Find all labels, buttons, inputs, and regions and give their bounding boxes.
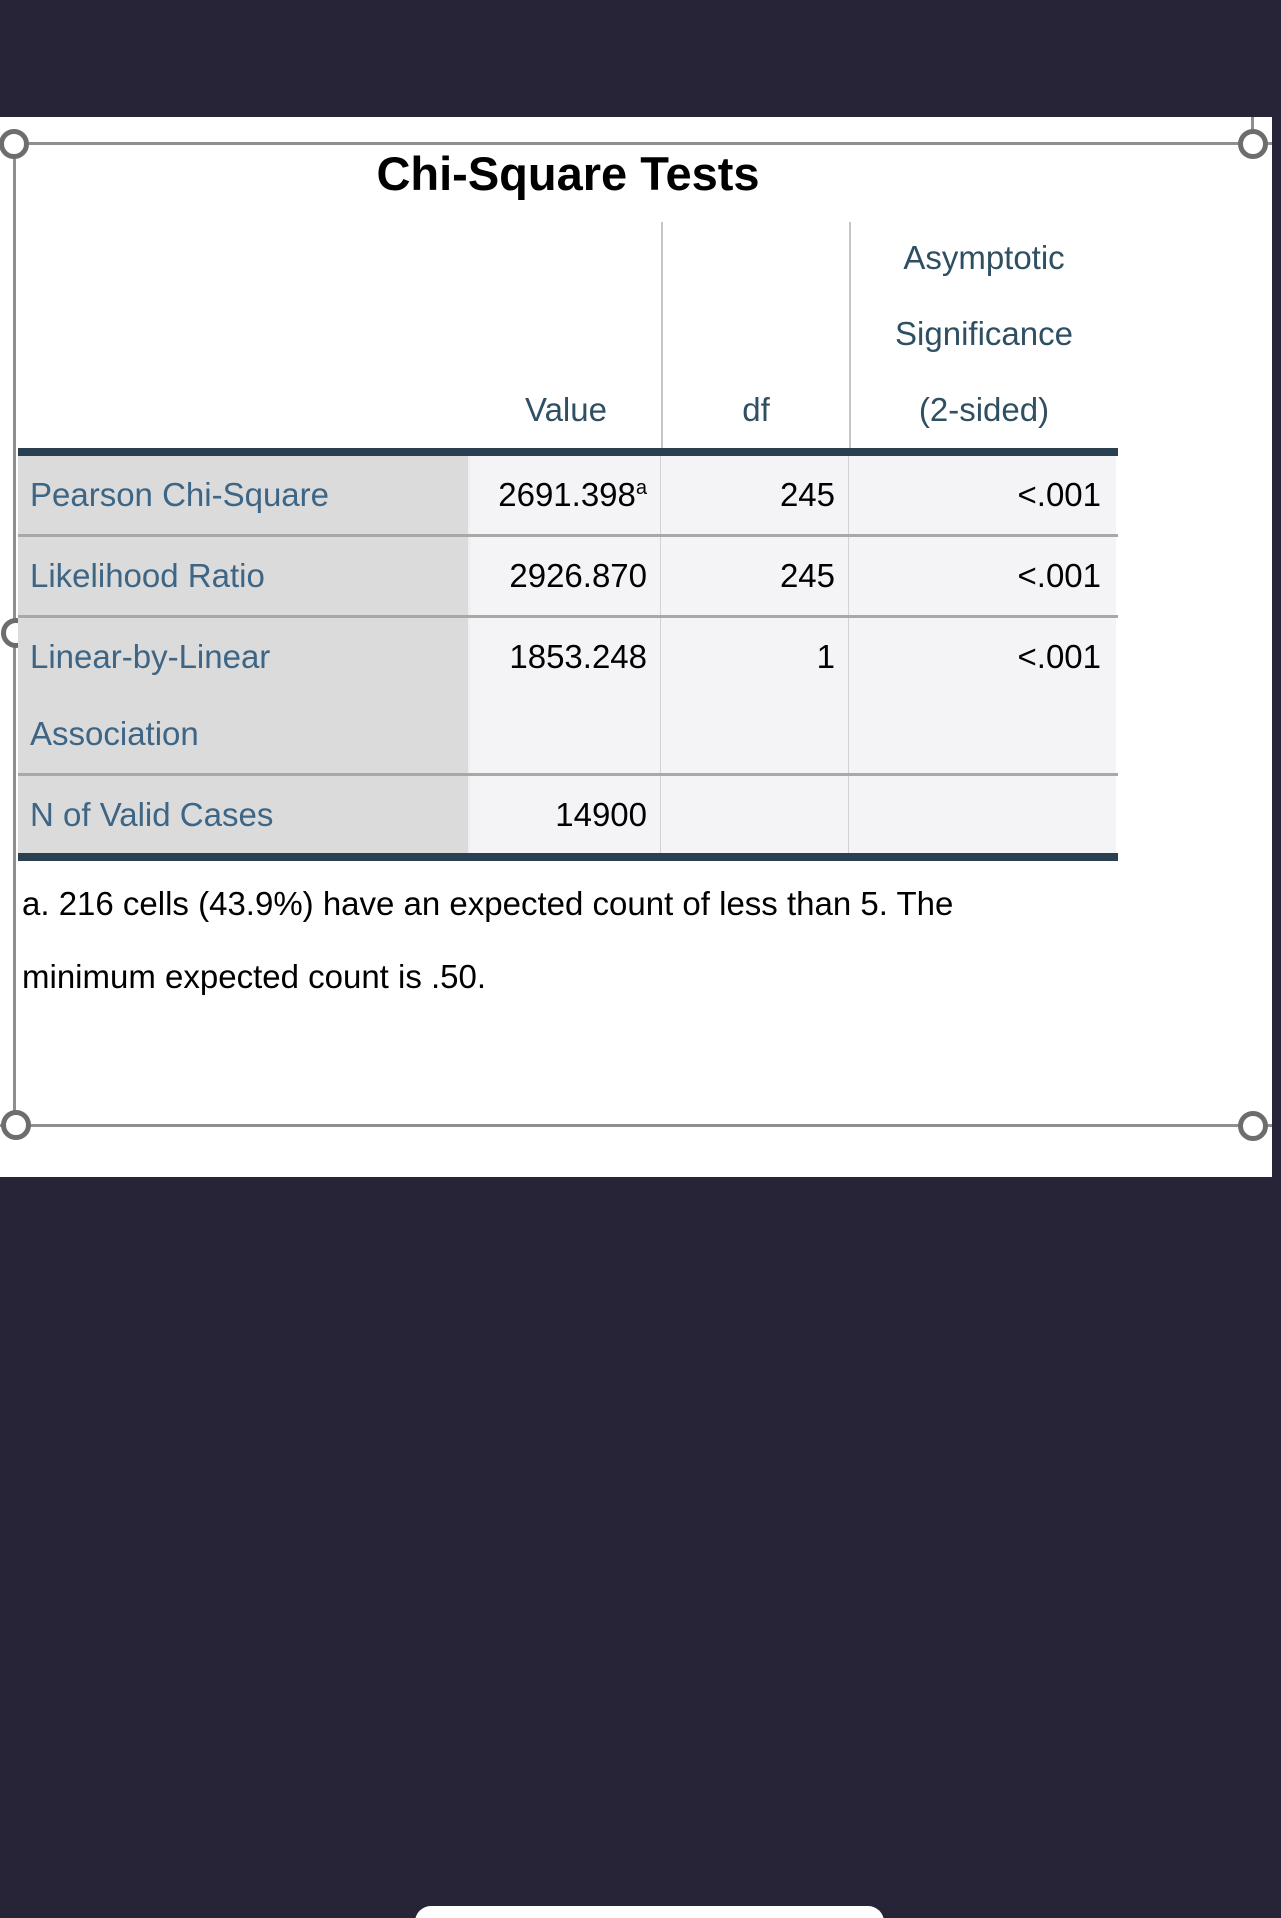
- row-label: Likelihood Ratio: [18, 537, 470, 615]
- column-header-significance-line: (2-sided): [918, 391, 1050, 428]
- selection-handle-bottom-right[interactable]: [1238, 1111, 1268, 1141]
- column-header-significance-line: Asymptotic: [903, 239, 1065, 276]
- row-label-text: Pearson Chi-Square: [30, 476, 329, 513]
- cell-significance: [848, 776, 1116, 853]
- column-header-significance: Asymptotic Significance (2-sided): [850, 220, 1118, 448]
- table-row: N of Valid Cases 14900: [18, 776, 1118, 853]
- row-separator: [18, 534, 1118, 537]
- selection-handle-top-left[interactable]: [0, 129, 29, 159]
- table-title: Chi-Square Tests: [376, 147, 760, 200]
- table-rule-top: [18, 448, 1118, 456]
- header-column-separator: [661, 222, 663, 448]
- cell-value-text: 2691.398: [498, 476, 636, 513]
- table-footnote-line: minimum expected count is .50.: [22, 958, 487, 995]
- row-label: Linear-by-Linear Association: [18, 618, 470, 773]
- table-row: Likelihood Ratio 2926.870 245 <.001: [18, 537, 1118, 615]
- column-header-significance-line: Significance: [895, 315, 1073, 352]
- table-footnote: a. 216 cells (43.9%) have an expected co…: [22, 867, 1142, 1013]
- cell-value-text: 14900: [555, 796, 647, 833]
- cell-value: 2691.398a: [470, 456, 660, 534]
- selection-handle-bottom-left[interactable]: [1, 1110, 31, 1140]
- cell-df: 245: [660, 537, 848, 615]
- row-label: Pearson Chi-Square: [18, 456, 470, 534]
- selection-border-top: [0, 142, 1272, 145]
- cell-value-text: 1853.248: [509, 638, 647, 675]
- cell-df: 1: [660, 618, 848, 773]
- row-label-text: Likelihood Ratio: [30, 557, 265, 594]
- column-header-df: df: [742, 391, 770, 428]
- footnote-marker: a: [635, 477, 647, 499]
- bottom-panel-handle[interactable]: [415, 1906, 884, 1918]
- header-column-separator: [849, 222, 851, 448]
- cell-significance: <.001: [848, 456, 1116, 534]
- cell-value: 1853.248: [470, 618, 660, 773]
- table-footnote-line: a. 216 cells (43.9%) have an expected co…: [22, 885, 954, 922]
- selection-border-bottom: [0, 1124, 1272, 1127]
- table-body: Pearson Chi-Square 2691.398a 245 <.001 L…: [18, 456, 1118, 853]
- row-label-text: Association: [30, 715, 199, 752]
- row-label: N of Valid Cases: [18, 776, 470, 853]
- row-separator: [18, 773, 1118, 776]
- cell-significance: <.001: [848, 618, 1116, 773]
- cell-value-text: 2926.870: [509, 557, 647, 594]
- row-separator: [18, 615, 1118, 618]
- row-label-text: N of Valid Cases: [30, 796, 274, 833]
- table-row: Linear-by-Linear Association 1853.248 1 <…: [18, 618, 1118, 773]
- cell-value: 14900: [470, 776, 660, 853]
- cell-df: [660, 776, 848, 853]
- row-label-text: Linear-by-Linear: [30, 638, 271, 675]
- cell-df: 245: [660, 456, 848, 534]
- table-row: Pearson Chi-Square 2691.398a 245 <.001: [18, 456, 1118, 534]
- table-rule-bottom: [18, 853, 1118, 861]
- cell-value: 2926.870: [470, 537, 660, 615]
- column-header-value: Value: [525, 391, 607, 428]
- selection-handle-top-right[interactable]: [1238, 129, 1268, 159]
- cell-significance: <.001: [848, 537, 1116, 615]
